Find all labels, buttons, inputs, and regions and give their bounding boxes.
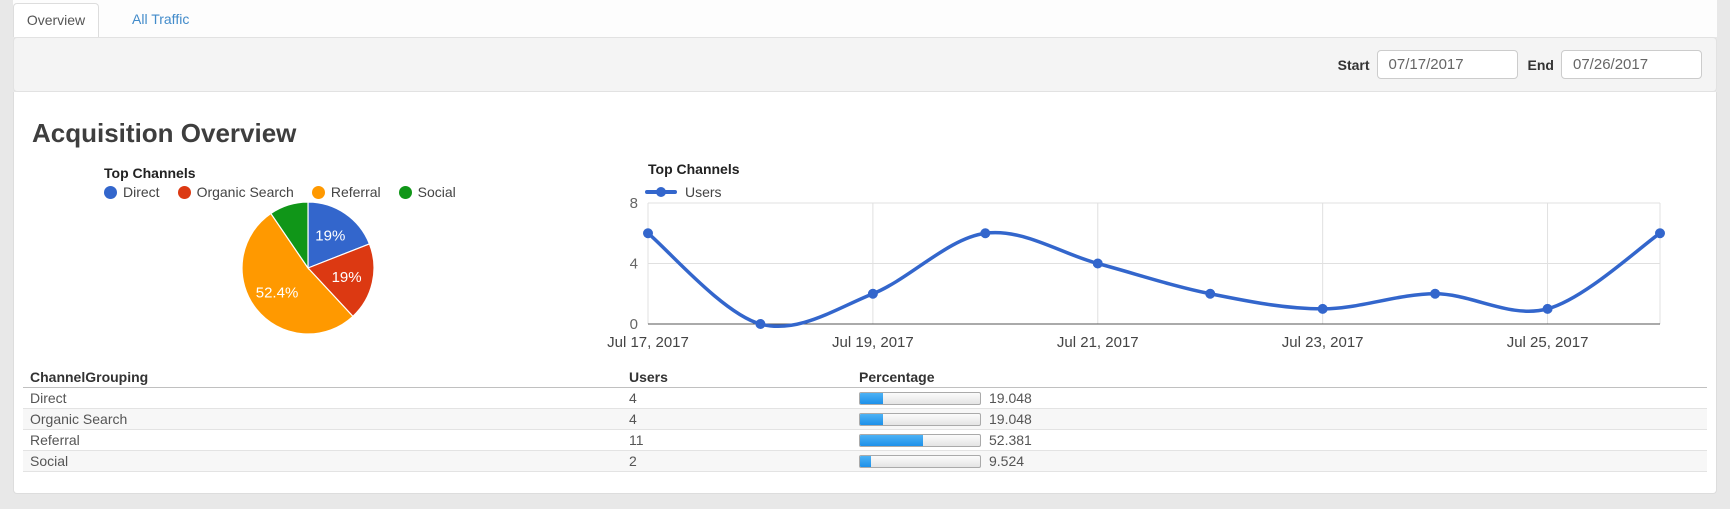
cell-users: 4 xyxy=(629,390,637,406)
x-tick-label: Jul 17, 2017 xyxy=(607,334,689,351)
y-tick-label: 0 xyxy=(630,316,638,333)
percentage-value: 19.048 xyxy=(989,411,1032,427)
cell-percentage: 19.048 xyxy=(852,411,1707,427)
line-point xyxy=(1092,258,1103,269)
legend-item-direct: Direct xyxy=(104,184,160,200)
cell-channel: Organic Search xyxy=(30,411,128,427)
table-body: Direct 4 19.048 Organic Search 4 19.048 Referr… xyxy=(23,388,1707,472)
page-title: Acquisition Overview xyxy=(32,118,297,148)
pie-chart-title: Top Channels xyxy=(104,165,196,181)
pie-slice-organic-search xyxy=(306,243,375,318)
table-row: Referral 11 52.381 xyxy=(23,430,1707,451)
date-range-toolbar: Start End xyxy=(13,37,1717,92)
percentage-bar xyxy=(859,391,981,405)
line-point xyxy=(1430,288,1441,299)
channels-table: ChannelGrouping Users Percentage Direct 4… xyxy=(23,366,1707,472)
line-chart: 0 4 8 Jul 17, 2017 Jul 19, 2017 Jul 21, 2017 J… xyxy=(607,195,1665,351)
legend-swatch-referral xyxy=(311,185,325,199)
table-row: Social 2 9.524 xyxy=(23,451,1707,472)
percentage-bar xyxy=(859,454,981,468)
table-row: Direct 4 19.048 xyxy=(23,388,1707,409)
percentage-bar xyxy=(859,433,981,447)
table-row: Organic Search 4 19.048 xyxy=(23,409,1707,430)
pie-slice-label: 19% xyxy=(315,227,345,244)
cell-users: 4 xyxy=(629,411,637,427)
x-tick-label: Jul 25, 2017 xyxy=(1507,334,1589,351)
percentage-value: 52.381 xyxy=(989,432,1032,448)
legend-swatch-organic-search xyxy=(177,185,191,199)
pie-slice-social xyxy=(269,201,309,270)
legend-swatch-direct xyxy=(104,185,117,199)
end-date-input[interactable] xyxy=(1561,50,1702,79)
pie-slice-label: 52.4% xyxy=(256,285,299,302)
cell-users: 11 xyxy=(629,432,644,448)
tab-bar: Overview All Traffic xyxy=(13,0,1717,37)
cell-percentage: 52.381 xyxy=(852,432,1707,448)
start-label: Start xyxy=(1337,56,1370,73)
y-tick-label: 8 xyxy=(630,195,638,212)
percentage-value: 19.048 xyxy=(989,390,1032,406)
legend-swatch-social xyxy=(398,185,412,199)
legend-item-organic-search: Organic Search xyxy=(177,184,294,200)
x-tick-label: Jul 21, 2017 xyxy=(1057,334,1139,351)
users-series-glyph xyxy=(645,187,677,197)
y-tick-label: 4 xyxy=(630,256,638,273)
start-date-input[interactable] xyxy=(1376,50,1518,79)
x-tick-label: Jul 19, 2017 xyxy=(832,334,914,351)
percentage-bar-fill xyxy=(860,392,883,404)
line-point xyxy=(643,228,653,239)
cell-channel: Social xyxy=(30,453,69,469)
cell-channel: Referral xyxy=(30,432,80,448)
line-point xyxy=(1205,288,1216,299)
tab-overview[interactable]: Overview xyxy=(13,3,99,37)
line-point xyxy=(1317,303,1328,314)
pie-legend: Direct Organic Search Referral Social xyxy=(104,184,474,200)
pie-chart: 19% 19% 52.4% xyxy=(241,201,375,335)
pie-slice-direct xyxy=(307,201,371,269)
cell-channel: Direct xyxy=(30,390,67,406)
users-line xyxy=(646,230,1662,329)
end-label: End xyxy=(1527,56,1554,73)
line-point xyxy=(755,319,766,329)
line-legend: Users xyxy=(645,184,722,200)
percentage-value: 9.524 xyxy=(989,453,1025,469)
percentage-bar-fill xyxy=(860,455,872,467)
legend-item-referral: Referral xyxy=(311,184,381,200)
percentage-bar-fill xyxy=(860,434,923,446)
line-chart-title: Top Channels xyxy=(648,161,740,177)
tab-all-traffic[interactable]: All Traffic xyxy=(132,11,190,27)
cell-percentage: 19.048 xyxy=(852,390,1707,406)
percentage-bar xyxy=(859,412,981,426)
col-header-users: Users xyxy=(629,368,668,385)
legend-item-social: Social xyxy=(398,184,456,200)
pie-slice-referral xyxy=(241,212,354,335)
table-header-row: ChannelGrouping Users Percentage xyxy=(23,366,1707,388)
col-header-percentage: Percentage xyxy=(859,368,935,385)
x-tick-label: Jul 23, 2017 xyxy=(1282,334,1364,351)
line-point xyxy=(1542,303,1553,314)
line-point xyxy=(867,288,878,299)
line-point xyxy=(1655,228,1665,239)
cell-users: 2 xyxy=(629,453,637,469)
percentage-bar-fill xyxy=(860,413,883,425)
line-point xyxy=(980,228,991,239)
cell-percentage: 9.524 xyxy=(852,453,1707,469)
pie-slice-label: 19% xyxy=(332,269,362,286)
col-header-channelgrouping: ChannelGrouping xyxy=(30,368,149,385)
